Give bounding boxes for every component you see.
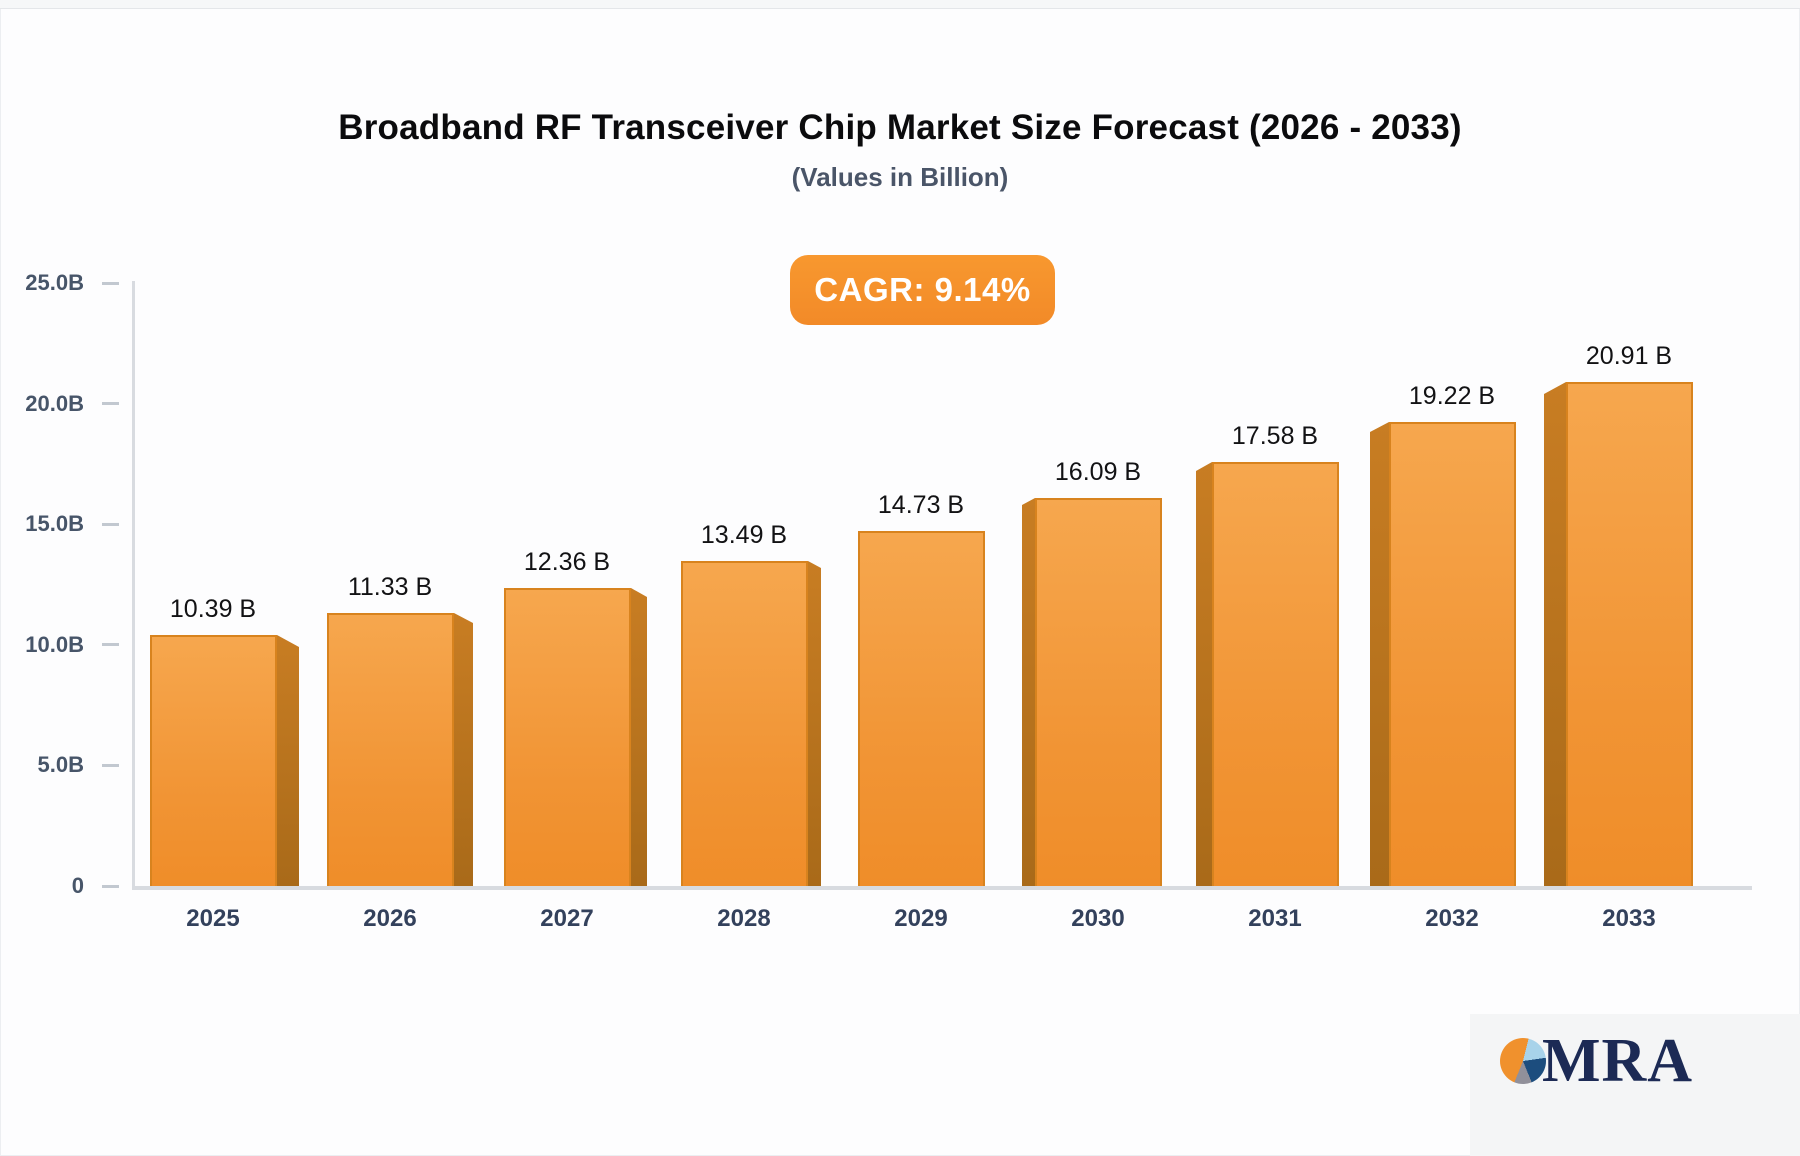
y-axis-tick-label: 5.0B <box>37 752 84 778</box>
x-axis-label: 2027 <box>540 905 594 932</box>
bar-value-label: 20.91 B <box>1585 342 1673 370</box>
y-axis-tick <box>102 281 119 285</box>
y-axis-line <box>132 281 135 889</box>
bar-2027 <box>504 588 631 886</box>
brand-logo: MRA <box>1500 1030 1693 1092</box>
x-axis-line <box>132 886 1752 890</box>
bar-side-2031 <box>1196 462 1212 886</box>
bar-value-label: 11.33 B <box>347 573 433 601</box>
x-axis-label: 2025 <box>186 905 240 932</box>
x-axis-label: 2029 <box>894 905 948 932</box>
y-axis-tick-label: 10.0B <box>25 631 84 657</box>
bar-2025 <box>150 635 277 886</box>
bar-side-2030 <box>1022 498 1035 886</box>
y-axis-tick <box>102 643 119 647</box>
y-axis-tick-label: 25.0B <box>25 270 84 295</box>
bar-side-2027 <box>631 588 647 886</box>
cagr-badge: CAGR: 9.14% <box>790 255 1055 325</box>
logo-background <box>1470 1014 1800 1156</box>
bar-value-label: 19.22 B <box>1408 382 1496 410</box>
bar-value-label: 14.73 B <box>877 491 965 519</box>
bar-2028 <box>681 561 808 886</box>
pie-chart-logo-icon <box>1500 1038 1546 1084</box>
bar-value-label: 16.09 B <box>1054 458 1142 486</box>
bar-value-label: 13.49 B <box>700 521 788 549</box>
bar-side-2032 <box>1370 422 1389 886</box>
bar-value-label: 10.39 B <box>169 595 257 623</box>
x-axis-label: 2028 <box>717 905 771 932</box>
bar-2030 <box>1035 498 1162 886</box>
x-axis-label: 2031 <box>1248 905 1302 932</box>
y-axis-tick <box>102 402 119 406</box>
bar-side-2028 <box>808 561 821 886</box>
brand-logo-text: MRA <box>1542 1027 1694 1095</box>
x-axis-label: 2033 <box>1602 905 1656 932</box>
y-axis-tick <box>102 884 119 888</box>
cagr-badge-label: CAGR: 9.14% <box>814 271 1031 308</box>
bar-side-2026 <box>454 613 473 886</box>
x-axis-label: 2032 <box>1425 905 1479 932</box>
bar-2031 <box>1212 462 1339 886</box>
chart-subtitle: (Values in Billion) <box>791 162 1009 192</box>
bar-value-label: 12.36 B <box>523 548 611 576</box>
bar-2032 <box>1389 422 1516 886</box>
bar-2026 <box>327 613 454 886</box>
y-axis-tick <box>102 522 119 526</box>
bar-side-2033 <box>1544 382 1566 886</box>
y-axis-tick-label: 0 <box>71 873 84 898</box>
y-axis-tick-label: 20.0B <box>25 390 84 416</box>
y-axis-tick-label: 15.0B <box>25 511 84 537</box>
y-axis-tick <box>102 763 119 767</box>
bar-value-label: 17.58 B <box>1231 422 1319 450</box>
bar-side-2025 <box>277 635 299 886</box>
top-edge-strip <box>0 0 1800 9</box>
bar-2029 <box>858 531 985 886</box>
x-axis-label: 2030 <box>1071 905 1125 932</box>
bar-2033 <box>1566 382 1693 886</box>
x-axis-label: 2026 <box>363 905 417 932</box>
chart-title: Broadband RF Transceiver Chip Market Siz… <box>338 108 1462 147</box>
